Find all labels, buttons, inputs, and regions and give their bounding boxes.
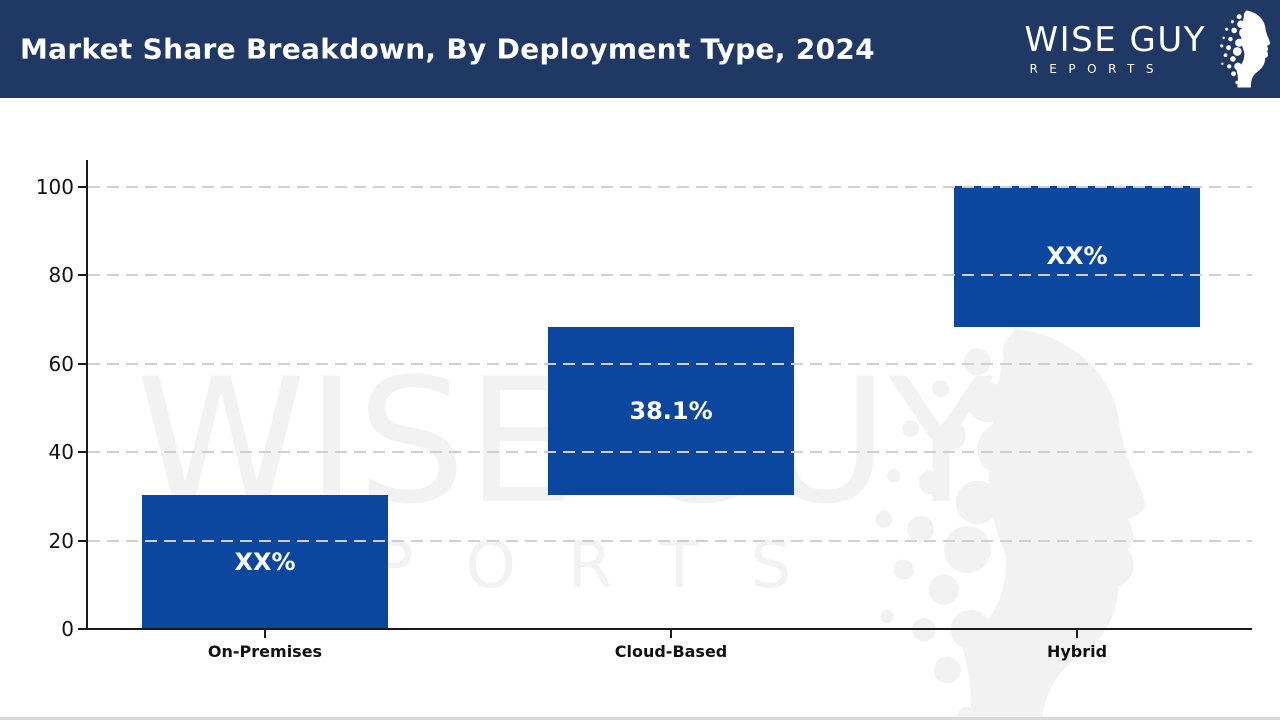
chart-area: WISE GUY REPORTS 0 20 40 60 80 100 XX% On-Premi… — [0, 98, 1280, 717]
y-tick-label: 80 — [48, 263, 74, 287]
y-tick-label: 100 — [35, 175, 74, 199]
brand-subtitle: REPORTS — [1029, 61, 1165, 76]
bar-value-label: XX% — [234, 547, 296, 576]
y-tick-label: 0 — [61, 617, 74, 641]
x-axis-line — [86, 628, 1252, 630]
gridline — [88, 274, 1252, 276]
page-title: Market Share Breakdown, By Deployment Ty… — [20, 32, 875, 66]
bar-value-label: 38.1% — [629, 397, 713, 426]
header: Market Share Breakdown, By Deployment Ty… — [0, 0, 1280, 98]
y-tick-label: 60 — [48, 352, 74, 376]
y-axis-line — [86, 160, 88, 630]
y-axis-tick — [78, 451, 86, 453]
y-tick-label: 20 — [48, 529, 74, 553]
y-axis-tick — [78, 186, 86, 188]
y-axis-tick — [78, 540, 86, 542]
gridline — [88, 363, 1252, 365]
bar-value-label: XX% — [1046, 242, 1108, 271]
brand-logo: WISE GUY REPORTS — [1024, 7, 1272, 91]
x-axis-tick — [670, 630, 672, 638]
gridline — [88, 451, 1252, 453]
y-tick-label: 40 — [48, 440, 74, 464]
x-tick-label: Cloud-Based — [614, 642, 728, 661]
x-axis-tick — [1076, 630, 1078, 638]
bar-on-premises — [142, 495, 388, 628]
bar-hybrid — [954, 186, 1200, 327]
bar-cloud-based — [548, 326, 794, 496]
gridline — [88, 186, 1252, 188]
brand-logo-text: WISE GUY REPORTS — [1024, 23, 1206, 76]
gridline — [88, 540, 1252, 542]
y-axis-tick — [78, 628, 86, 630]
y-axis-tick — [78, 274, 86, 276]
x-axis-tick — [264, 630, 266, 638]
brand-name: WISE GUY — [1024, 19, 1206, 60]
x-tick-label: On-Premises — [207, 642, 323, 661]
x-tick-label: Hybrid — [1046, 642, 1108, 661]
y-axis-tick — [78, 363, 86, 365]
brand-face-icon — [1220, 10, 1271, 88]
